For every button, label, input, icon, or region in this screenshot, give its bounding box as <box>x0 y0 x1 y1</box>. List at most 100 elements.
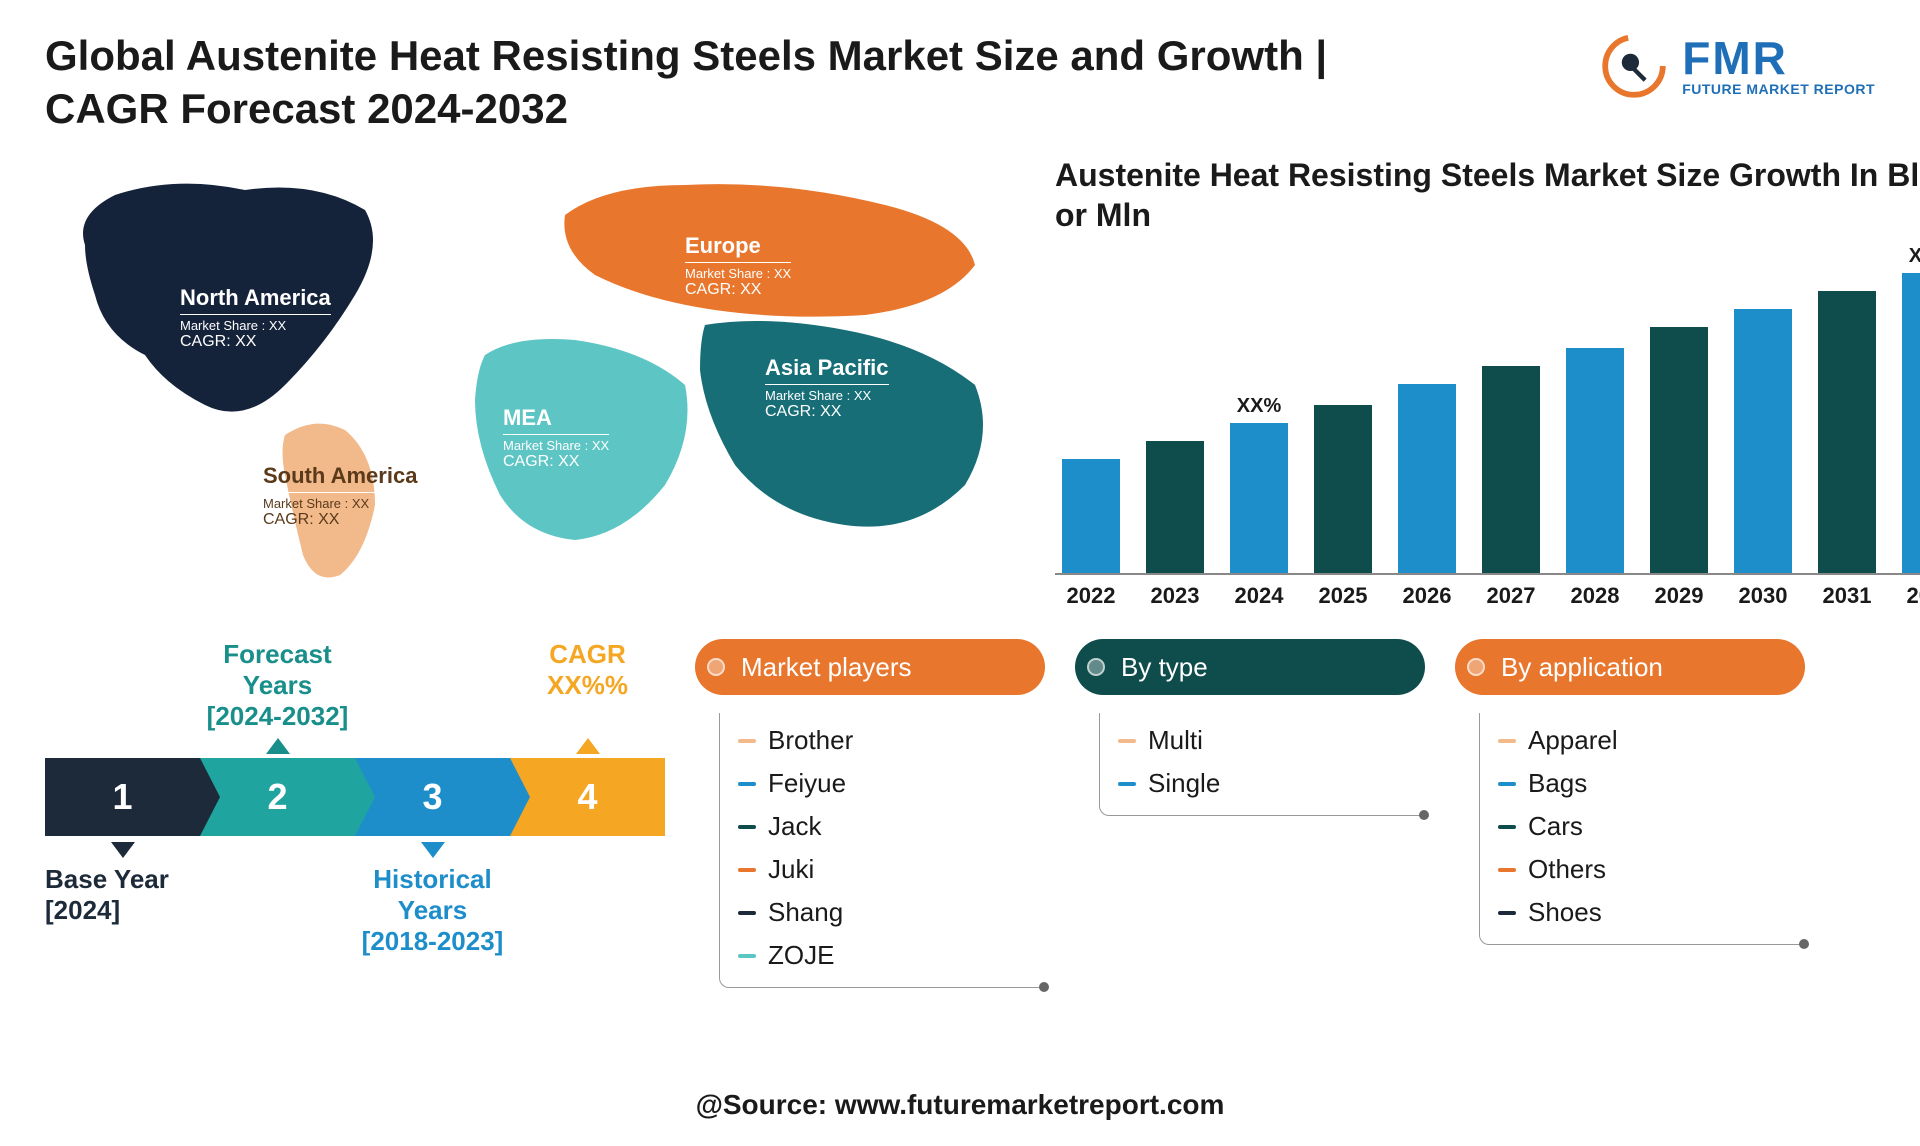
timeline-seg-3: 3 <box>355 758 510 836</box>
bar-2023 <box>1145 441 1205 573</box>
year-tick: 2022 <box>1061 583 1121 609</box>
bar-rect <box>1566 348 1624 573</box>
list-item: Apparel <box>1498 719 1805 762</box>
tick-icon <box>738 911 756 915</box>
bar-rect <box>1482 366 1540 573</box>
list-item: Jack <box>738 805 1045 848</box>
list-item-label: ZOJE <box>768 940 834 971</box>
year-tick: 2029 <box>1649 583 1709 609</box>
bar-rect <box>1062 459 1120 573</box>
list-item: Bags <box>1498 762 1805 805</box>
list-item: Others <box>1498 848 1805 891</box>
bar-top-label: XX% <box>1909 245 1920 268</box>
list-item: Brother <box>738 719 1045 762</box>
tick-icon <box>1498 825 1516 829</box>
timeline-bar: 1 2 3 4 <box>45 758 665 836</box>
list-item-label: Shoes <box>1528 897 1602 928</box>
arrow-down-icon <box>111 842 135 858</box>
list-item-label: Shang <box>768 897 843 928</box>
bar-2025 <box>1313 405 1373 573</box>
list-item: ZOJE <box>738 934 1045 977</box>
region-label-mea: MEAMarket Share : XXCAGR: XX <box>503 405 609 471</box>
bar-chart-x-axis: 2022202320242025202620272028202920302031… <box>1055 575 1920 609</box>
tick-icon <box>1498 868 1516 872</box>
tick-icon <box>1498 782 1516 786</box>
bar-2026 <box>1397 384 1457 573</box>
arrow-down-icon <box>421 842 445 858</box>
bar-2030 <box>1733 309 1793 573</box>
region-label-asia-pacific: Asia PacificMarket Share : XXCAGR: XX <box>765 355 889 421</box>
bar-rect <box>1146 441 1204 573</box>
list-item-label: Bags <box>1528 768 1587 799</box>
historical-years-label: Historical Years[2018-2023] <box>355 864 510 957</box>
forecast-label: Forecast Years[2024-2032] <box>200 639 355 732</box>
year-tick: 2025 <box>1313 583 1373 609</box>
year-tick: 2028 <box>1565 583 1625 609</box>
tick-icon <box>738 782 756 786</box>
bar-rect <box>1902 273 1920 573</box>
region-label-south-america: South AmericaMarket Share : XXCAGR: XX <box>263 463 417 529</box>
region-label-europe: EuropeMarket Share : XXCAGR: XX <box>685 233 791 299</box>
arrow-up-icon <box>576 738 600 754</box>
list-item: Multi <box>1118 719 1425 762</box>
header: Global Austenite Heat Resisting Steels M… <box>45 30 1875 135</box>
list-item: Feiyue <box>738 762 1045 805</box>
source-attribution: @Source: www.futuremarketreport.com <box>0 1089 1920 1121</box>
chart-title: Austenite Heat Resisting Steels Market S… <box>1055 155 1920 235</box>
timeline-seg-2: 2 <box>200 758 355 836</box>
tick-icon <box>1498 739 1516 743</box>
logo-brand: FMR <box>1682 35 1875 81</box>
list-item-label: Single <box>1148 768 1220 799</box>
base-year-label: Base Year[2024] <box>45 864 200 957</box>
list-item: Cars <box>1498 805 1805 848</box>
tick-icon <box>738 868 756 872</box>
list-item-label: Brother <box>768 725 853 756</box>
logo-tagline: FUTURE MARKET REPORT <box>1682 81 1875 97</box>
list-item: Shang <box>738 891 1045 934</box>
by-application-column: By application Apparel Bags Cars Others Shoe… <box>1455 639 1805 945</box>
list-item-label: Apparel <box>1528 725 1618 756</box>
year-tick: 2027 <box>1481 583 1541 609</box>
list-item-label: Jack <box>768 811 821 842</box>
timeline-seg-1: 1 <box>45 758 200 836</box>
bar-rect <box>1650 327 1708 573</box>
tick-icon <box>1118 782 1136 786</box>
list-item: Shoes <box>1498 891 1805 934</box>
list-item: Single <box>1118 762 1425 805</box>
list-item-label: Juki <box>768 854 814 885</box>
bar-chart: XX% XX% <box>1055 245 1920 575</box>
year-tick: 2030 <box>1733 583 1793 609</box>
timeline-seg-4: 4 <box>510 758 665 836</box>
year-tick: 2026 <box>1397 583 1457 609</box>
bar-2022 <box>1061 459 1121 573</box>
tick-icon <box>1118 739 1136 743</box>
bar-rect <box>1398 384 1456 573</box>
timeline-block: Forecast Years[2024-2032] CAGRXX%% 1 2 3… <box>45 639 665 957</box>
logo-icon <box>1598 30 1670 102</box>
bar-2024: XX% <box>1229 423 1289 573</box>
bar-2032: XX% <box>1901 273 1920 573</box>
region-asia-pacific <box>700 321 983 527</box>
tick-icon <box>1498 911 1516 915</box>
year-tick: 2024 <box>1229 583 1289 609</box>
list-item-label: Others <box>1528 854 1606 885</box>
cagr-label: CAGRXX%% <box>510 639 665 732</box>
by-type-column: By type Multi Single <box>1075 639 1425 816</box>
list-item-label: Cars <box>1528 811 1583 842</box>
region-label-north-america: North AmericaMarket Share : XXCAGR: XX <box>180 285 331 351</box>
by-type-header: By type <box>1075 639 1425 695</box>
list-item-label: Feiyue <box>768 768 846 799</box>
tick-icon <box>738 954 756 958</box>
bar-chart-area: Austenite Heat Resisting Steels Market S… <box>1055 155 1920 609</box>
market-players-header: Market players <box>695 639 1045 695</box>
page-title: Global Austenite Heat Resisting Steels M… <box>45 30 1345 135</box>
bar-rect <box>1818 291 1876 573</box>
bar-rect <box>1734 309 1792 573</box>
by-application-header: By application <box>1455 639 1805 695</box>
tick-icon <box>738 825 756 829</box>
bar-2029 <box>1649 327 1709 573</box>
bar-rect <box>1314 405 1372 573</box>
logo: FMR FUTURE MARKET REPORT <box>1598 30 1875 102</box>
world-map: North AmericaMarket Share : XXCAGR: XX So… <box>45 155 1025 585</box>
bar-2031 <box>1817 291 1877 573</box>
